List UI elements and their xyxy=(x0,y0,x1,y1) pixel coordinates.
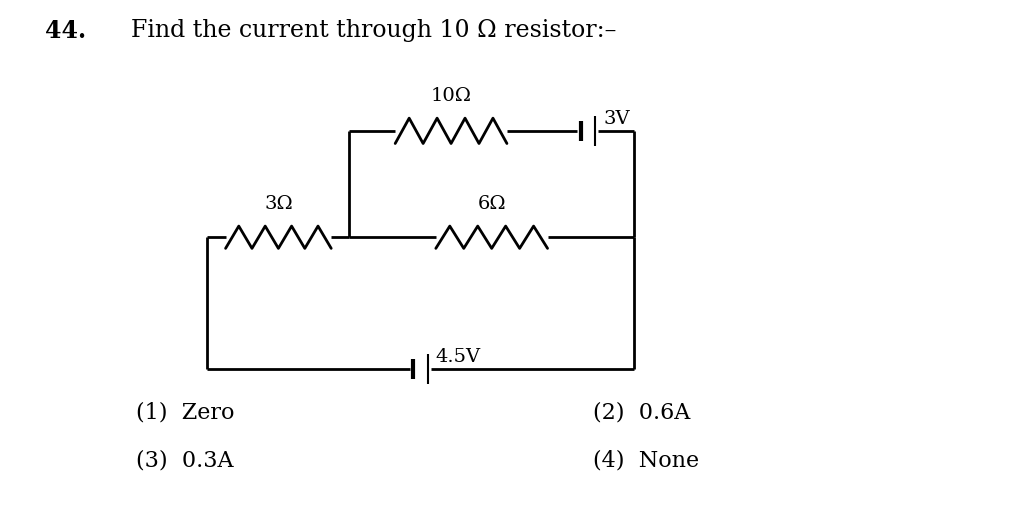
Text: 44.: 44. xyxy=(45,20,86,43)
Text: 3Ω: 3Ω xyxy=(264,195,293,213)
Text: 4.5V: 4.5V xyxy=(436,349,481,367)
Text: (2)  0.6A: (2) 0.6A xyxy=(593,401,690,423)
Text: (3)  0.3A: (3) 0.3A xyxy=(136,449,233,471)
Text: Find the current through 10 Ω resistor:–: Find the current through 10 Ω resistor:– xyxy=(116,20,616,42)
Text: (4)  None: (4) None xyxy=(593,449,699,471)
Text: 3V: 3V xyxy=(603,110,630,128)
Text: (1)  Zero: (1) Zero xyxy=(136,401,234,423)
Text: 10Ω: 10Ω xyxy=(430,88,472,106)
Text: 6Ω: 6Ω xyxy=(477,195,506,213)
